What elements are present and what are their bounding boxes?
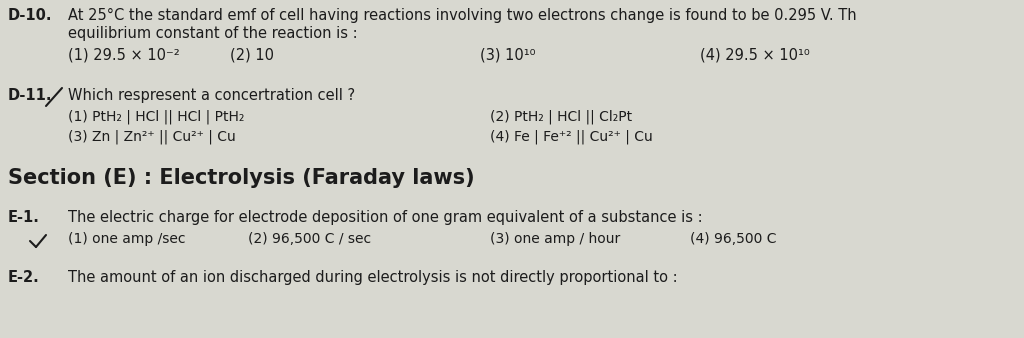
Text: E-2.: E-2. [8, 270, 40, 285]
Text: The electric charge for electrode deposition of one gram equivalent of a substan: The electric charge for electrode deposi… [68, 210, 702, 225]
Text: (4) Fe | Fe⁺² || Cu²⁺ | Cu: (4) Fe | Fe⁺² || Cu²⁺ | Cu [490, 130, 652, 145]
Text: Which respresent a concertration cell ?: Which respresent a concertration cell ? [68, 88, 355, 103]
Text: (2) PtH₂ | HCl || Cl₂Pt: (2) PtH₂ | HCl || Cl₂Pt [490, 110, 632, 124]
Text: (1) PtH₂ | HCl || HCl | PtH₂: (1) PtH₂ | HCl || HCl | PtH₂ [68, 110, 245, 124]
Text: D-11.: D-11. [8, 88, 52, 103]
Text: E-1.: E-1. [8, 210, 40, 225]
Text: (4) 96,500 C: (4) 96,500 C [690, 232, 776, 246]
Text: The amount of an ion discharged during electrolysis is not directly proportional: The amount of an ion discharged during e… [68, 270, 678, 285]
Text: (3) 10¹⁰: (3) 10¹⁰ [480, 48, 536, 63]
Text: (4) 29.5 × 10¹⁰: (4) 29.5 × 10¹⁰ [700, 48, 810, 63]
Text: (1) 29.5 × 10⁻²: (1) 29.5 × 10⁻² [68, 48, 180, 63]
Text: equilibrium constant of the reaction is :: equilibrium constant of the reaction is … [68, 26, 357, 41]
Text: (2) 96,500 C / sec: (2) 96,500 C / sec [248, 232, 371, 246]
Text: (3) Zn | Zn²⁺ || Cu²⁺ | Cu: (3) Zn | Zn²⁺ || Cu²⁺ | Cu [68, 130, 236, 145]
Text: D-10.: D-10. [8, 8, 52, 23]
Text: (2) 10: (2) 10 [230, 48, 274, 63]
Text: (1) one amp /sec: (1) one amp /sec [68, 232, 185, 246]
Text: Section (E) : Electrolysis (Faraday laws): Section (E) : Electrolysis (Faraday laws… [8, 168, 475, 188]
Text: (3) one amp / hour: (3) one amp / hour [490, 232, 621, 246]
Text: At 25°C the standard emf of cell having reactions involving two electrons change: At 25°C the standard emf of cell having … [68, 8, 857, 23]
